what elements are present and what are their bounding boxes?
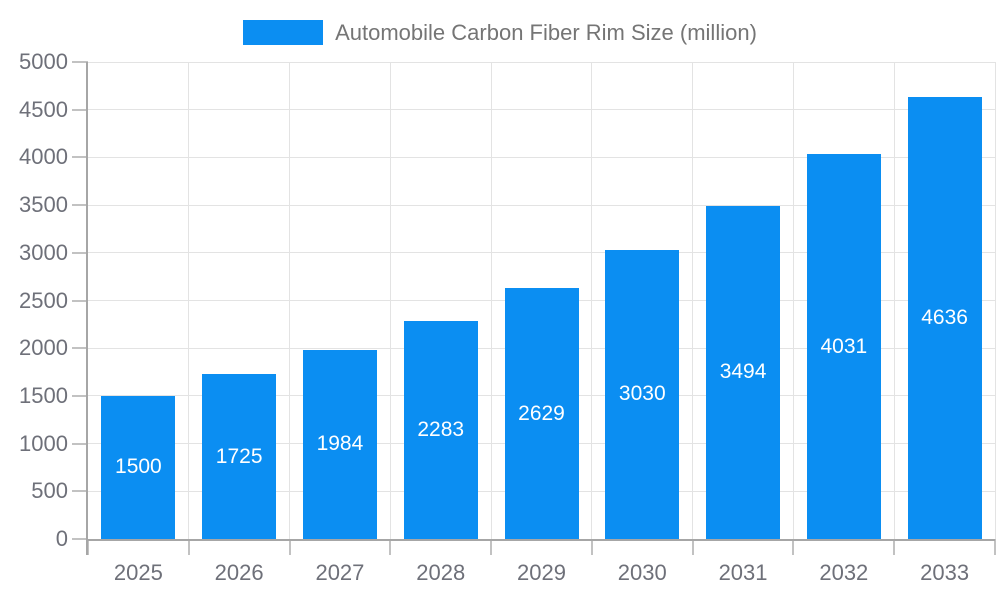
bar-value-label-2026: 1725: [215, 444, 263, 468]
y-axis-label-3500: 3500: [19, 192, 68, 218]
gridline-x-1: [188, 62, 190, 539]
y-axis-label-0: 0: [55, 526, 68, 551]
gridline-x-8: [893, 62, 895, 539]
y-tick-2000: [72, 347, 88, 350]
x-tick-2: [288, 539, 291, 555]
y-axis-label-500: 500: [31, 478, 68, 504]
bar-value-label-2025: 1500: [115, 455, 162, 479]
gridline-y-3500: [88, 204, 995, 206]
x-axis-label-2025: 2025: [113, 560, 163, 585]
bar-value-label-2030: 3030: [618, 382, 666, 406]
y-tick-4500: [72, 108, 88, 111]
y-tick-1500: [72, 394, 88, 397]
bar-2028[interactable]: 2283: [403, 321, 478, 539]
x-axis-label-2027: 2027: [315, 560, 365, 585]
y-tick-0: [72, 538, 88, 540]
y-axis-label-2000: 2000: [19, 335, 68, 361]
chart-legend[interactable]: Automobile Carbon Fiber Rim Size (millio…: [0, 20, 1000, 45]
bar-2030[interactable]: 3030: [605, 249, 680, 539]
x-tick-7: [792, 539, 795, 555]
y-axis-line: [86, 62, 88, 555]
legend-swatch: [243, 20, 324, 45]
bar-2027[interactable]: 1984: [302, 349, 377, 539]
y-tick-5000: [72, 61, 88, 63]
y-tick-1000: [72, 442, 88, 445]
x-tick-5: [590, 539, 593, 555]
bar-value-label-2027: 1984: [316, 432, 364, 456]
x-tick-3: [389, 539, 392, 555]
gridline-x-4: [490, 62, 492, 539]
y-axis-label-4000: 4000: [19, 144, 68, 170]
bar-value-label-2031: 3494: [719, 360, 767, 384]
bar-value-label-2028: 2283: [417, 418, 465, 442]
gridline-y-4000: [88, 156, 995, 158]
y-axis-label-2500: 2500: [19, 287, 68, 313]
gridline-y-5000: [88, 61, 995, 63]
x-tick-0: [87, 539, 89, 555]
x-axis-line: [86, 539, 995, 541]
x-axis-label-2029: 2029: [517, 560, 566, 585]
bar-value-label-2033: 4636: [921, 305, 968, 329]
y-axis-label-1000: 1000: [19, 430, 68, 456]
y-tick-500: [72, 490, 88, 493]
bar-2032[interactable]: 4031: [806, 154, 881, 539]
gridline-x-3: [389, 62, 391, 539]
gridline-x-5: [591, 62, 593, 539]
bar-value-label-2029: 2629: [518, 401, 565, 425]
x-tick-9: [994, 539, 996, 555]
bar-2033[interactable]: 4636: [907, 96, 982, 539]
legend-label: Automobile Carbon Fiber Rim Size (millio…: [335, 20, 757, 45]
y-tick-3500: [72, 204, 88, 207]
y-tick-4000: [72, 156, 88, 159]
gridline-y-4500: [88, 109, 995, 111]
y-axis-label-4500: 4500: [19, 96, 68, 122]
bar-2026[interactable]: 1725: [202, 374, 277, 539]
gridline-x-6: [692, 62, 694, 539]
x-axis-label-2028: 2028: [416, 560, 466, 585]
bar-value-label-2032: 4031: [820, 334, 868, 358]
bar-2029[interactable]: 2629: [504, 288, 579, 539]
y-axis-label-5000: 5000: [19, 49, 68, 74]
x-tick-8: [893, 539, 896, 555]
x-axis-label-2026: 2026: [214, 560, 264, 585]
gridline-y-3000: [88, 252, 995, 254]
y-tick-3000: [72, 251, 88, 254]
plot-area: 0 500 1000 1500 2000 2500 3000 3500 4000 4500 5000…: [19, 51, 996, 585]
y-axis-label-3000: 3000: [19, 239, 68, 265]
gridline-x-2: [289, 62, 291, 539]
gridline-x-7: [792, 62, 794, 539]
bar-2031[interactable]: 3494: [706, 205, 781, 539]
x-tick-4: [490, 539, 493, 555]
y-axis-label-1500: 1500: [19, 382, 68, 408]
x-axis-label-2031: 2031: [718, 560, 768, 585]
x-tick-6: [691, 539, 694, 555]
x-axis-label-2033: 2033: [920, 560, 970, 585]
gridline-x-9: [994, 62, 996, 539]
x-axis-label-2030: 2030: [617, 560, 667, 585]
y-tick-2500: [72, 299, 88, 302]
x-axis-label-2032: 2032: [819, 560, 869, 585]
bar-2025[interactable]: 1500: [101, 395, 176, 539]
x-tick-1: [187, 539, 190, 555]
